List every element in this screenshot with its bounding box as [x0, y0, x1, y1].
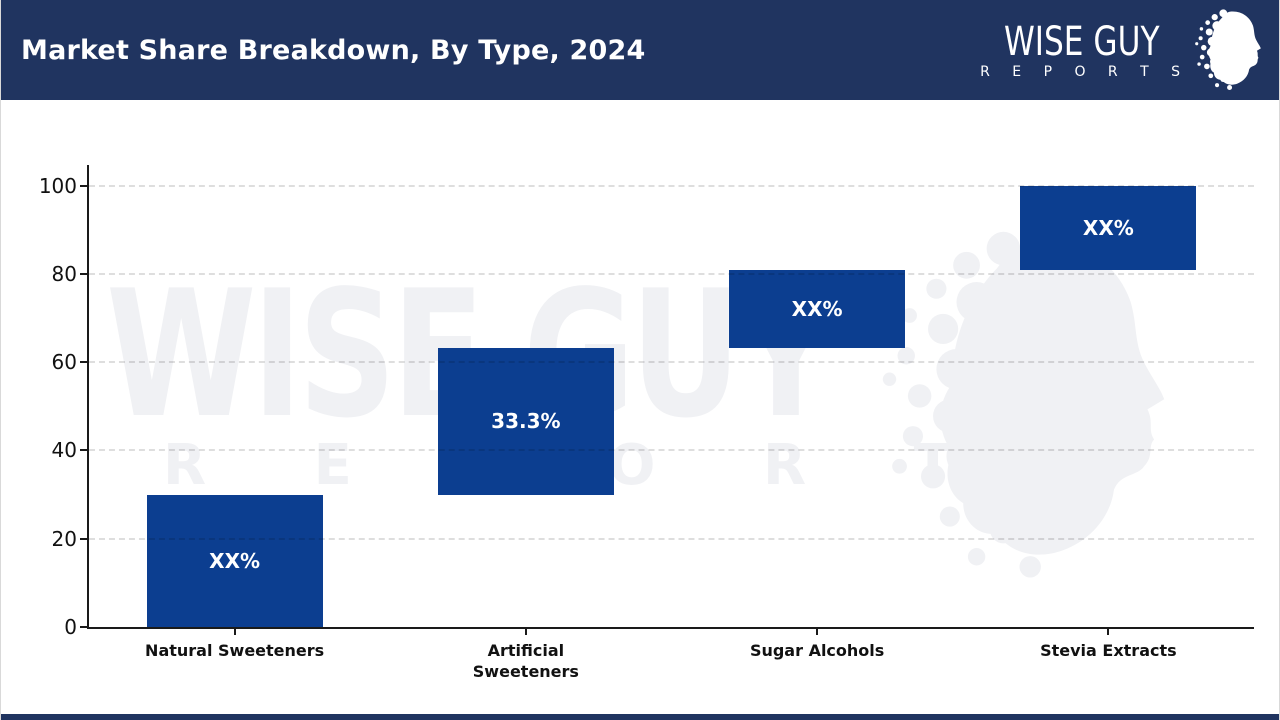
y-axis-line: [87, 165, 89, 629]
page-title: Market Share Breakdown, By Type, 2024: [21, 34, 646, 66]
y-tick-label: 80: [51, 261, 77, 286]
x-category-label-line: Sugar Alcohols: [749, 641, 885, 660]
x-category-label-line: Stevia Extracts: [1040, 641, 1177, 660]
gridline-60: [89, 361, 1254, 364]
y-tick-mark: [80, 361, 89, 364]
x-category-label-line: Natural Sweeteners: [145, 641, 325, 660]
logo-wordmark-block: WISE GUY R E P O R T S: [974, 21, 1189, 80]
y-tick-label: 20: [51, 526, 77, 551]
y-tick-mark: [80, 449, 89, 452]
y-tick-label: 60: [51, 350, 77, 375]
wiseguy-logo: WISE GUY R E P O R T S: [974, 6, 1271, 94]
bar-natural-sweeteners: [146, 494, 323, 627]
footer-bar: [1, 714, 1279, 720]
bar-sugar-alcohols: [729, 269, 906, 348]
bar-value-label: XX%: [791, 296, 843, 321]
bar-stevia-extracts: [1020, 185, 1197, 270]
y-tick-label: 100: [38, 173, 77, 198]
x-category-label-artificial-sweeteners: Artificial Sweeteners: [406, 640, 646, 682]
watermark-subtext: R E P O R T S: [163, 433, 1144, 498]
logo-subtext: R E P O R T S: [980, 63, 1189, 80]
wiseguy-face-icon: [1185, 7, 1271, 93]
bar-artificial-sweeteners: [437, 347, 614, 495]
gridline-100: [89, 184, 1254, 187]
x-tick-mark: [1107, 628, 1110, 635]
x-category-label-natural-sweeteners: Natural Sweeteners: [115, 640, 355, 661]
y-tick-label: 40: [51, 438, 77, 463]
x-category-label-stevia-extracts: Stevia Extracts: [988, 640, 1228, 661]
x-tick-mark: [816, 628, 819, 635]
x-axis-line: [87, 627, 1254, 629]
bar-value-label: 33.3%: [491, 409, 561, 434]
x-category-label-line: Artificial: [487, 641, 565, 660]
gridline-40: [89, 449, 1254, 452]
y-tick-mark: [80, 184, 89, 187]
y-tick-mark: [80, 537, 89, 540]
y-tick-mark: [80, 626, 89, 628]
logo-wordmark: WISE GUY: [1003, 18, 1160, 65]
x-tick-mark: [524, 628, 527, 635]
y-tick-mark: [80, 272, 89, 275]
bar-value-label: XX%: [209, 548, 261, 573]
gridline-20: [89, 537, 1254, 540]
header-bar: Market Share Breakdown, By Type, 2024 WI…: [1, 0, 1279, 100]
y-tick-label: 0: [64, 615, 77, 639]
x-category-label-sugar-alcohols: Sugar Alcohols: [697, 640, 937, 661]
gridline-80: [89, 272, 1254, 275]
x-tick-mark: [233, 628, 236, 635]
bar-value-label: XX%: [1082, 215, 1134, 240]
x-category-label-line: Sweeteners: [472, 662, 579, 681]
